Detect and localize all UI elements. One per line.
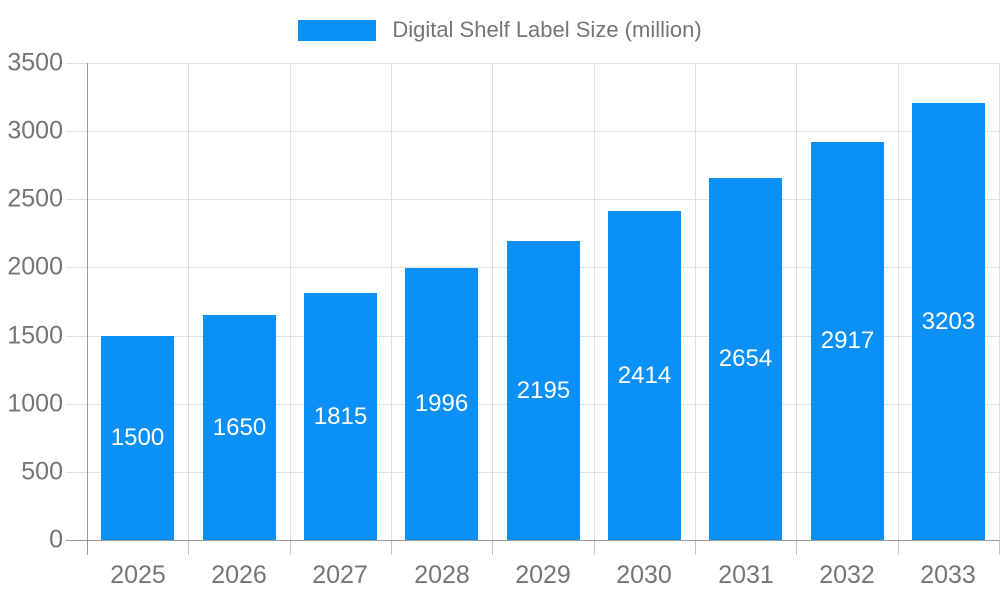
x-axis-label-2030: 2030 xyxy=(616,561,672,589)
y-axis-line xyxy=(87,63,88,555)
bar-2026: 1650 xyxy=(203,315,276,540)
bar-value-label-2033: 3203 xyxy=(921,307,976,335)
gridline-v-2 xyxy=(290,63,291,540)
legend-swatch xyxy=(298,19,377,41)
gridline-v-5 xyxy=(594,63,595,540)
bar-value-label-2031: 2654 xyxy=(718,345,773,372)
x-axis-label-2026: 2026 xyxy=(211,561,267,589)
gridline-v-4 xyxy=(492,63,493,540)
x-axis-label-2032: 2032 xyxy=(819,561,875,589)
y-axis-label-1000: 1000 xyxy=(7,389,63,418)
x-tick-6 xyxy=(695,540,696,555)
x-axis-label-2027: 2027 xyxy=(312,561,368,589)
gridline-v-8 xyxy=(898,63,899,540)
y-axis-label-2500: 2500 xyxy=(7,184,63,213)
x-axis-line xyxy=(66,540,999,541)
x-tick-4 xyxy=(492,540,493,555)
bar-value-label-2029: 2195 xyxy=(516,376,571,404)
bar-2029: 2195 xyxy=(507,241,580,540)
y-axis-label-0: 0 xyxy=(49,525,63,554)
gridline-h-3500 xyxy=(66,63,999,64)
y-axis-label-3500: 3500 xyxy=(7,48,63,77)
bar-2031: 2654 xyxy=(709,178,782,540)
x-tick-3 xyxy=(391,540,392,555)
bar-2033: 3203 xyxy=(912,103,985,540)
legend-item[interactable]: Digital Shelf Label Size (million) xyxy=(0,16,1000,44)
bar-value-label-2030: 2414 xyxy=(617,361,672,389)
gridline-v-3 xyxy=(391,63,392,540)
y-axis-label-2000: 2000 xyxy=(7,252,63,281)
gridline-v-1 xyxy=(188,63,189,540)
bar-2028: 1996 xyxy=(405,268,478,540)
bar-2032: 2917 xyxy=(811,142,884,540)
y-axis-label-500: 500 xyxy=(21,457,63,486)
y-axis-label-1500: 1500 xyxy=(7,321,63,350)
legend-label: Digital Shelf Label Size (million) xyxy=(392,17,702,42)
x-axis-label-2028: 2028 xyxy=(414,561,470,589)
bar-value-label-2025: 1500 xyxy=(110,424,165,451)
bar-2030: 2414 xyxy=(608,211,681,540)
x-tick-8 xyxy=(898,540,899,555)
gridline-h-2500 xyxy=(66,199,999,200)
x-axis-label-2033: 2033 xyxy=(920,561,976,589)
y-axis-label-3000: 3000 xyxy=(7,116,63,145)
x-axis-label-2031: 2031 xyxy=(718,561,774,589)
bar-2025: 1500 xyxy=(101,336,174,540)
bar-2027: 1815 xyxy=(304,293,377,540)
x-tick-2 xyxy=(290,540,291,555)
bar-value-label-2027: 1815 xyxy=(313,402,368,430)
x-tick-5 xyxy=(594,540,595,555)
gridline-v-7 xyxy=(796,63,797,540)
bar-value-label-2026: 1650 xyxy=(212,413,267,441)
gridline-h-3000 xyxy=(66,131,999,132)
x-tick-7 xyxy=(796,540,797,555)
x-axis-label-2025: 2025 xyxy=(110,561,166,589)
bar-value-label-2028: 1996 xyxy=(414,390,469,417)
x-tick-1 xyxy=(188,540,189,555)
gridline-v-6 xyxy=(695,63,696,540)
x-axis-label-2029: 2029 xyxy=(515,561,571,589)
bar-value-label-2032: 2917 xyxy=(820,327,875,354)
